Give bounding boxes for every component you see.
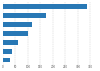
Bar [3, 49, 12, 54]
Bar [3, 58, 10, 62]
Bar [3, 40, 18, 45]
Bar [3, 13, 46, 18]
Bar [3, 4, 87, 9]
Bar [3, 31, 28, 36]
Bar [3, 22, 32, 27]
